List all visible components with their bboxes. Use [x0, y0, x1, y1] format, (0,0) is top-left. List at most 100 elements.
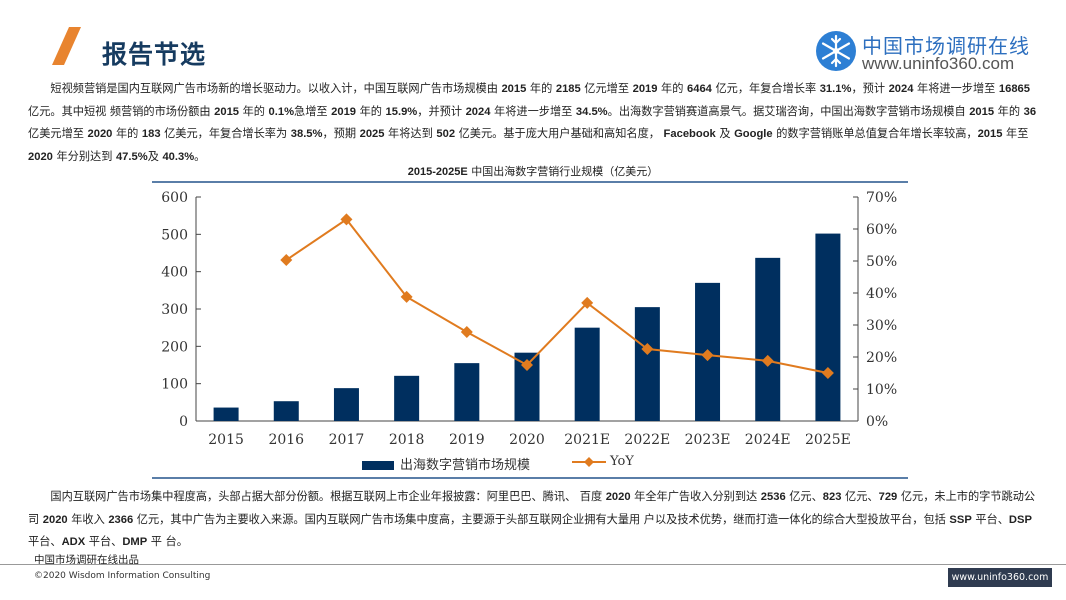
- emphasis-value: 47.5%: [115, 150, 148, 163]
- legend-label-yoy: YoY: [610, 454, 634, 469]
- text-run: 亿元，年复合增长率: [711, 82, 820, 95]
- x-tick-label: 2017: [329, 432, 365, 448]
- text-run: 平台、: [971, 512, 1009, 526]
- yoy-point: [581, 296, 594, 309]
- legend-bar-swatch: [362, 461, 394, 470]
- yoy-point: [641, 343, 654, 355]
- left-tick-label: 500: [161, 227, 188, 243]
- right-tick-label: 70%: [866, 190, 897, 206]
- text-run: ，预期: [322, 127, 360, 140]
- emphasis-value: 15.9%: [385, 105, 418, 118]
- right-tick-label: 30%: [866, 318, 897, 334]
- emphasis-value: 2019: [632, 83, 658, 95]
- chart-top-rule: [152, 181, 908, 183]
- text-run: 亿元。其中短视 频营销的市场份额由: [28, 104, 215, 118]
- emphasis-value: 2020: [87, 128, 113, 140]
- bar: [634, 307, 660, 421]
- text-run: 。: [194, 149, 206, 163]
- emphasis-value: 2020: [28, 150, 53, 163]
- emphasis-value: 2024: [465, 105, 491, 118]
- yoy-point: [340, 213, 353, 226]
- text-run: 及: [147, 149, 163, 163]
- text-run: 年全年广告收入分别到达: [630, 490, 761, 503]
- text-run: 年收入: [67, 512, 109, 526]
- emphasis-value: 2015: [214, 105, 240, 118]
- left-tick-label: 600: [161, 190, 188, 206]
- bar: [454, 363, 480, 421]
- market-concentration-paragraph: 国内互联网广告市场集中程度高，头部占据大部分份额。根据互联网上市企业年报披露：阿…: [28, 486, 1040, 554]
- x-tick-label: 2020: [509, 432, 545, 448]
- footer-url-badge[interactable]: www.uninfo360.com: [948, 568, 1052, 587]
- right-tick-label: 40%: [866, 286, 897, 302]
- left-tick-label: 0: [179, 414, 188, 430]
- legend-item-market-size: 出海数字营销市场规模: [362, 454, 530, 473]
- text-run: 亿美元，年复合增长率为: [160, 127, 291, 140]
- bar: [815, 233, 841, 421]
- emphasis-value: 16865: [998, 83, 1031, 95]
- text-run: 国内互联网广告市场集中程度高，头部占据大部分份额。根据互联网上市企业年报披露：阿…: [50, 490, 606, 503]
- emphasis-value: 2185: [555, 83, 581, 95]
- emphasis-value: 34.5%: [575, 105, 608, 118]
- x-tick-label: 2016: [268, 432, 304, 448]
- right-tick-label: 20%: [866, 350, 897, 366]
- bar: [574, 327, 600, 421]
- emphasis-value: 2020: [42, 513, 68, 526]
- emphasis-value: DMP: [122, 536, 148, 548]
- emphasis-value: 38.5%: [290, 128, 323, 140]
- chart-title-text: 中国出海数字营销行业规模（亿美元）: [471, 165, 659, 178]
- emphasis-value: 2025: [359, 128, 385, 140]
- text-run: 及: [715, 127, 735, 140]
- yoy-point: [521, 359, 533, 371]
- x-tick-label: 2018: [389, 432, 425, 448]
- chart-bottom-rule: [152, 477, 908, 479]
- brand-logo[interactable]: 中国市场调研在线 www.uninfo360.com: [815, 28, 1045, 76]
- text-run: 年的: [657, 82, 687, 95]
- left-tick-label: 200: [161, 339, 188, 355]
- yoy-line: [285, 218, 829, 374]
- emphasis-value: ADX: [61, 536, 86, 548]
- chart-title: 2015-2025E 中国出海数字营销行业规模（亿美元）: [0, 163, 1066, 179]
- page-title: 报告节选: [102, 40, 207, 69]
- emphasis-value: 40.3%: [162, 150, 195, 163]
- bar: [394, 375, 420, 421]
- text-run: 短视频营销是国内互联网广告市场新的增长驱动力。以收入计，中国互联网广告市场规模由: [50, 82, 502, 95]
- text-run: 亿元、: [785, 490, 823, 503]
- text-run: 亿美元增至: [28, 127, 88, 140]
- text-run: 亿美元。基于庞大用户基础和高知名度，: [455, 127, 664, 140]
- emphasis-value: 2366: [108, 513, 134, 526]
- bar: [755, 257, 781, 421]
- bar: [213, 407, 239, 421]
- x-tick-label: 2021E: [564, 432, 610, 448]
- copyright-text: ©2020 Wisdom Information Consulting: [34, 571, 211, 581]
- text-run: 年至: [1002, 127, 1029, 140]
- text-run: 平台、: [28, 535, 62, 548]
- right-tick-label: 10%: [866, 382, 897, 398]
- emphasis-value: 31.1%: [819, 83, 852, 95]
- emphasis-value: Facebook: [663, 128, 716, 140]
- emphasis-value: SSP: [949, 513, 972, 526]
- logo-url: www.uninfo360.com: [862, 54, 1015, 73]
- emphasis-value: 2015: [977, 128, 1003, 140]
- emphasis-value: 2015: [969, 105, 995, 118]
- legend-item-yoy: YoY: [572, 454, 634, 469]
- text-run: 。出海数字营销赛道高景气。据艾瑞咨询，中国出海数字营销市场规模自: [607, 104, 970, 118]
- yoy-point: [701, 349, 714, 362]
- left-tick-label: 100: [161, 377, 188, 393]
- emphasis-value: 2019: [331, 105, 357, 118]
- right-tick-label: 60%: [866, 222, 897, 238]
- text-run: 亿元增至: [580, 82, 633, 95]
- left-tick-label: 300: [161, 302, 188, 318]
- x-tick-label: 2015: [208, 432, 244, 448]
- text-run: 年将进一步增至: [913, 82, 999, 95]
- emphasis-value: 502: [436, 128, 456, 140]
- emphasis-value: DSP: [1008, 513, 1032, 526]
- right-tick-label: 0%: [866, 414, 888, 430]
- text-run: 急增至: [294, 104, 332, 118]
- text-run: 年将达到: [384, 127, 437, 140]
- x-tick-label: 2024E: [745, 432, 791, 448]
- emphasis-value: 2020: [605, 491, 631, 503]
- text-run: 亿元，其中广告为主要收入来源。国内互联网广告市场集中度高，主要源于头部互联网企业…: [133, 512, 950, 526]
- x-tick-label: 2023E: [685, 432, 731, 448]
- right-tick-label: 50%: [866, 254, 897, 270]
- text-run: ，并预计: [417, 104, 466, 118]
